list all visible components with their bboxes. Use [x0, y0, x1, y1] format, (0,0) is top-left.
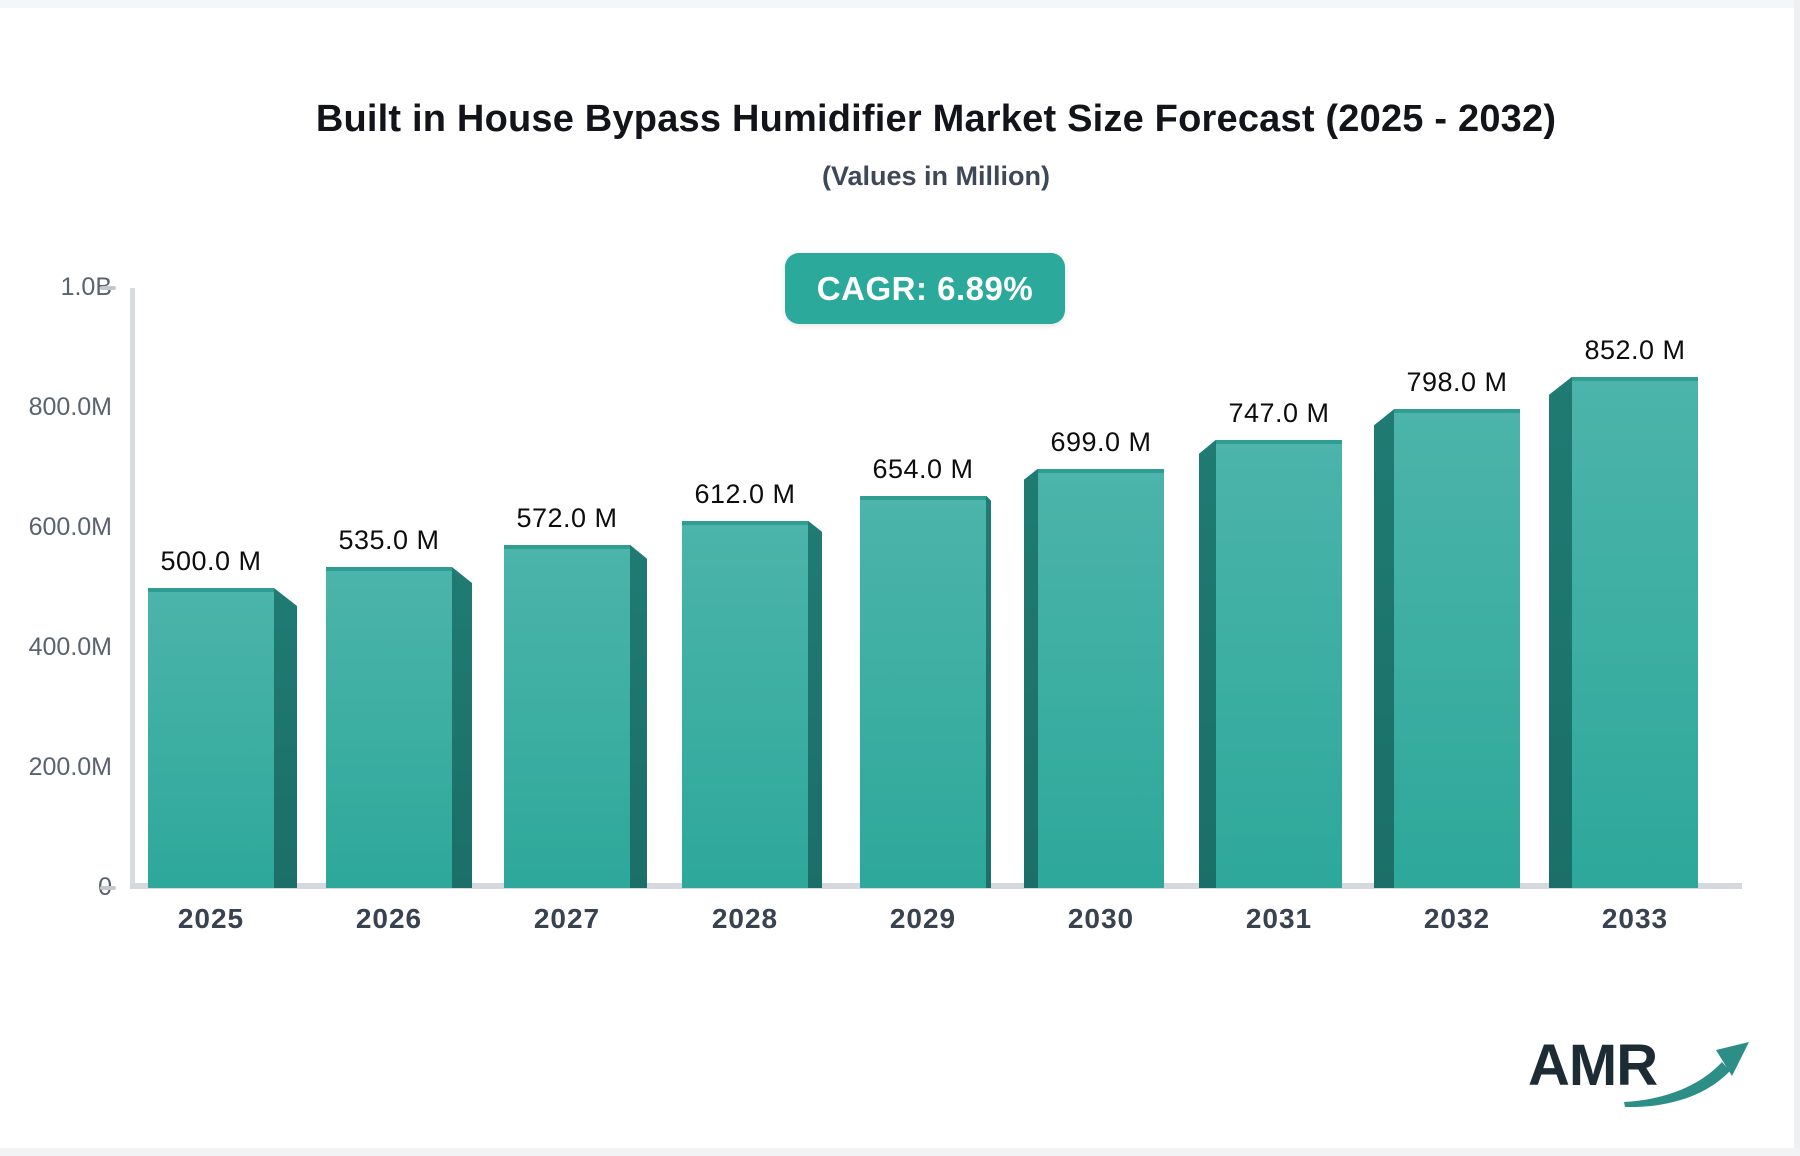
- amr-logo: AMR: [1528, 1032, 1749, 1112]
- bar-2030: [1038, 468, 1164, 888]
- amr-logo-text: AMR: [1528, 1033, 1658, 1098]
- bar-2029: [860, 495, 986, 888]
- page-edge-right: [1794, 0, 1800, 1156]
- bar-side-face: [1549, 376, 1572, 888]
- bar-value-label: 535.0 M: [338, 525, 440, 555]
- bar-side-face: [452, 567, 472, 888]
- bar-side-face: [986, 495, 991, 888]
- bar-side-face: [1374, 409, 1394, 888]
- bar-value-label: 852.0 M: [1584, 334, 1686, 365]
- y-axis-tick-mark: [100, 286, 116, 290]
- bar-2027: [504, 544, 630, 888]
- x-axis-tick-label: 2029: [889, 903, 957, 934]
- page-edge-bottom: [0, 1148, 1800, 1156]
- bar-value-label: 654.0 M: [872, 453, 974, 484]
- page-edge-top: [0, 0, 1800, 8]
- chart-subtitle: (Values in Million): [821, 161, 1051, 191]
- bar-side-face: [1024, 468, 1038, 888]
- x-axis-tick-label: 2030: [1067, 903, 1135, 934]
- bar-2031: [1216, 439, 1342, 888]
- y-axis-tick-label: 600.0M: [28, 513, 112, 541]
- bar-value-label: 747.0 M: [1228, 397, 1330, 428]
- chart-title: Built in House Bypass Humidifier Market …: [315, 98, 1557, 140]
- growth-arrow-icon: [1624, 1042, 1749, 1108]
- bar-side-face: [1199, 439, 1216, 888]
- y-axis-tick-label: 0: [0, 875, 112, 900]
- bar-2033: [1572, 376, 1698, 888]
- x-axis-tick-label: 2031: [1245, 903, 1313, 934]
- bar-2025: [148, 588, 274, 888]
- bar-2026: [326, 567, 452, 888]
- y-axis-tick-label: 1.0B: [60, 273, 112, 301]
- cagr-badge: CAGR: 6.89%: [785, 253, 1065, 324]
- bar-2028: [682, 520, 808, 888]
- x-axis-tick-label: 2032: [1423, 903, 1491, 934]
- x-axis-tick-label: 2033: [1601, 903, 1669, 934]
- bar-value-label: 612.0 M: [694, 478, 796, 509]
- bar-value-label: 699.0 M: [1050, 426, 1152, 457]
- y-axis-tick-label: 200.0M: [28, 753, 112, 781]
- y-axis-tick-mark: [100, 886, 116, 890]
- x-axis-tick-label: 2025: [177, 903, 245, 934]
- y-axis-tick-label: 400.0M: [28, 633, 112, 661]
- x-axis-tick-label: 2027: [533, 903, 601, 934]
- bar-side-face: [808, 520, 822, 888]
- bar-value-label: 798.0 M: [1406, 367, 1508, 398]
- bar-value-label: 500.0 M: [160, 546, 262, 576]
- bar-side-face: [274, 588, 297, 888]
- x-axis-tick-label: 2028: [711, 903, 779, 934]
- y-axis-line: [130, 288, 135, 889]
- bar-2032: [1394, 409, 1520, 888]
- bar-value-label: 572.0 M: [516, 502, 618, 533]
- x-axis-tick-label: 2026: [355, 903, 423, 934]
- y-axis-tick-label: 800.0M: [28, 393, 112, 421]
- bar-side-face: [630, 544, 647, 888]
